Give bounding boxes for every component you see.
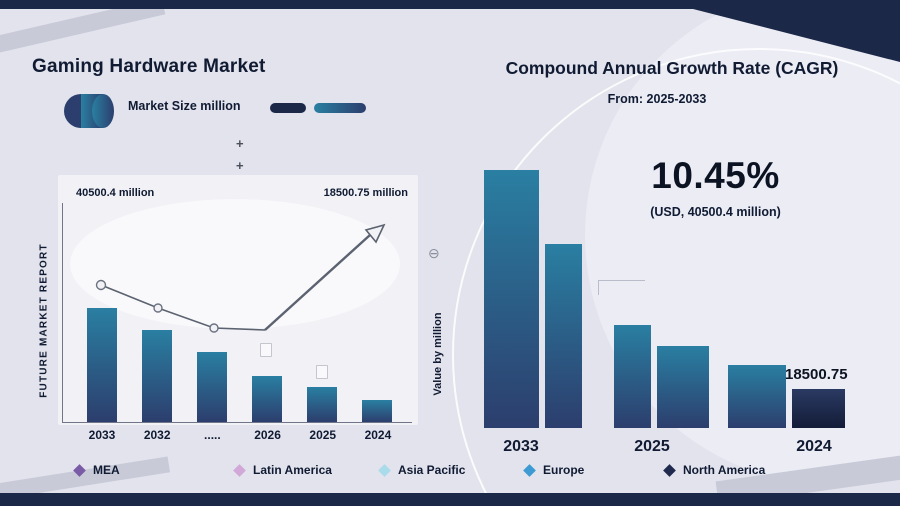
bar-group-2024: 2024 (727, 160, 845, 458)
legend-diamond-icon (663, 463, 676, 477)
cylinder-icon (64, 94, 114, 128)
market-size-bar (142, 330, 172, 422)
market-size-bar (362, 400, 392, 422)
value-by-million-label: Value by million (432, 312, 444, 396)
cagr-bar (545, 243, 582, 428)
legend-item-mea: MEA (73, 463, 120, 477)
x-axis-label: 2033 (503, 438, 539, 455)
legend-item-north-america: North America (663, 463, 766, 477)
x-axis-label: 2033 (88, 428, 116, 442)
bar-group-2033: 2033 (483, 160, 583, 458)
legend-pill-gradient-icon (314, 103, 366, 113)
annotation-2024-value: 18500.75 million (323, 187, 408, 199)
market-size-bars (62, 203, 412, 423)
legend-label: Latin America (253, 463, 332, 477)
cagr-bar (613, 325, 651, 428)
x-axis-label: 2025 (309, 428, 337, 442)
bar-pair (727, 165, 845, 428)
x-axis-label: 2024 (796, 438, 832, 455)
market-size-bar (87, 308, 117, 422)
x-axis-label: 2025 (634, 438, 670, 455)
legend-label: Europe (543, 463, 585, 477)
region-legend: MEA Latin America Asia Pacific Europe North … (0, 463, 900, 487)
legend-item-asia-pacific: Asia Pacific (378, 463, 466, 477)
top-navy-bar (0, 0, 900, 9)
x-axis-label: 2032 (143, 428, 171, 442)
cagr-bar (727, 364, 786, 428)
mini-document-icon (316, 365, 328, 379)
market-size-bar (252, 376, 282, 422)
market-size-legend-label: Market Size million (128, 99, 241, 113)
legend-label: Asia Pacific (398, 463, 466, 477)
chart-blob-decoration (70, 199, 400, 329)
step-line-decoration (598, 280, 645, 295)
left-chart-title: Gaming Hardware Market (32, 56, 266, 77)
trend-line-arrow (95, 223, 386, 333)
legend-item-latin-america: Latin America (233, 463, 332, 477)
legend-item-europe: Europe (523, 463, 585, 477)
legend-diamond-icon (378, 463, 391, 477)
x-axis-label: 2024 (364, 428, 392, 442)
market-size-bar (307, 386, 337, 422)
value-callout-2024: 18500.75 (785, 366, 848, 383)
cagr-subtitle: From: 2025-2033 (607, 92, 707, 106)
cagr-title: Compound Annual Growth Rate (CAGR) (505, 58, 839, 78)
x-axis-label: ..... (204, 428, 221, 442)
future-market-report-label: FUTURE MARKET REPORT (38, 243, 50, 398)
cagr-bar (791, 388, 845, 428)
bar-pair (613, 165, 709, 428)
annotation-2033-value: 40500.4 million (76, 187, 155, 199)
left-x-axis: 2033 2032..... 2026 2025 2024 (58, 428, 418, 442)
x-axis-label: 2026 (254, 428, 281, 442)
legend-diamond-icon (233, 463, 246, 477)
cagr-bar (656, 346, 709, 428)
legend-diamond-icon (523, 463, 536, 477)
cagr-chart: 2033 2025 2024 18500.75 (455, 160, 895, 458)
cagr-percentage: 10.45% (651, 155, 780, 196)
legend-label: North America (683, 463, 766, 477)
mini-document-icon (260, 343, 272, 357)
market-size-bar (197, 351, 227, 422)
market-size-chart: 40500.4 million 18500.75 million (58, 175, 418, 425)
legend-label: MEA (93, 463, 120, 477)
bar-group-2025: 2025 (613, 160, 709, 458)
circle-minus-icon: ⊖ (428, 245, 440, 261)
bar-pair (483, 165, 583, 428)
legend-pill-navy-icon (270, 103, 306, 113)
plus-icon: + (236, 158, 244, 173)
legend-diamond-icon (73, 463, 86, 477)
cagr-bar (484, 170, 539, 428)
cagr-basis-note: (USD, 40500.4 million) (650, 205, 781, 219)
bottom-navy-bar (0, 493, 900, 506)
plus-icon: + (236, 136, 244, 151)
